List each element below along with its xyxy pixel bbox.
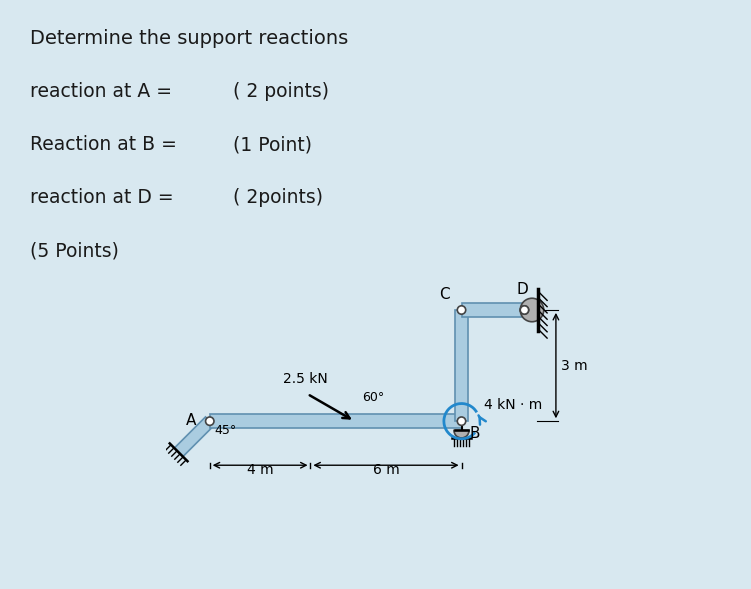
Text: Determine the support reactions: Determine the support reactions xyxy=(30,29,348,48)
Text: (5 Points): (5 Points) xyxy=(30,241,119,260)
Circle shape xyxy=(457,417,466,425)
Text: D: D xyxy=(517,282,528,297)
Text: 3 m: 3 m xyxy=(561,359,587,373)
Text: (1 Point): (1 Point) xyxy=(233,135,312,154)
Text: 6 m: 6 m xyxy=(372,464,400,478)
Polygon shape xyxy=(210,415,462,428)
Text: 60°: 60° xyxy=(362,391,385,404)
Circle shape xyxy=(457,306,466,314)
Polygon shape xyxy=(174,417,214,456)
Text: 45°: 45° xyxy=(215,423,237,437)
Text: ( 2points): ( 2points) xyxy=(233,188,323,207)
Text: C: C xyxy=(439,287,450,302)
Polygon shape xyxy=(455,310,468,421)
Text: reaction at A =: reaction at A = xyxy=(30,82,172,101)
Text: ( 2 points): ( 2 points) xyxy=(233,82,329,101)
Text: 2.5 kN: 2.5 kN xyxy=(283,372,327,386)
Text: Reaction at B =: Reaction at B = xyxy=(30,135,177,154)
Circle shape xyxy=(520,306,529,314)
Circle shape xyxy=(520,298,544,322)
Wedge shape xyxy=(454,431,469,438)
Text: reaction at D =: reaction at D = xyxy=(30,188,173,207)
Circle shape xyxy=(206,417,214,425)
Text: A: A xyxy=(186,413,196,428)
Circle shape xyxy=(520,306,529,314)
Text: B: B xyxy=(469,426,480,441)
Polygon shape xyxy=(462,303,524,317)
Text: 4 kN · m: 4 kN · m xyxy=(484,398,542,412)
Text: 4 m: 4 m xyxy=(247,464,273,478)
